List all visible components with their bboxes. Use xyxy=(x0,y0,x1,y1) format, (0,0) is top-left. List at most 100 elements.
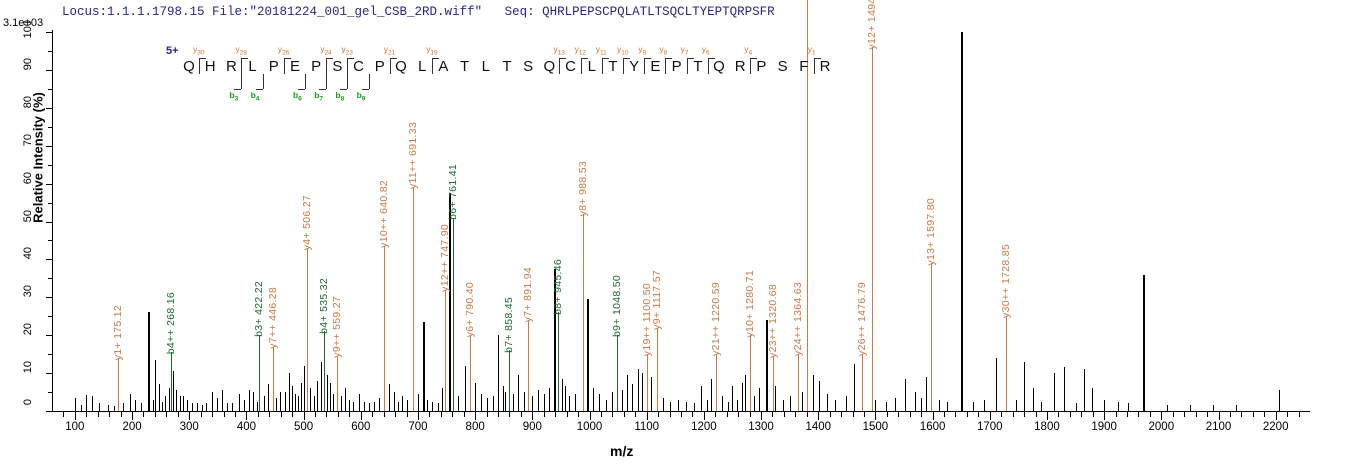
y-ion-tail xyxy=(559,58,567,59)
x-axis-tick xyxy=(1046,412,1048,420)
spectrum-peak xyxy=(129,393,131,411)
x-axis-tick-label: 1200 xyxy=(691,421,717,433)
spectrum-peak xyxy=(1189,405,1191,411)
spectrum-peak xyxy=(569,395,571,411)
y-ion-tail xyxy=(432,58,440,59)
y-ion-marker xyxy=(389,58,391,74)
y-axis-minor-tick xyxy=(48,50,52,52)
x-axis-minor-tick xyxy=(726,412,728,417)
spectrum-peak xyxy=(961,32,964,411)
spectrum-peak xyxy=(562,378,564,411)
spectrum-peak xyxy=(364,401,366,411)
spectrum-peak xyxy=(925,376,927,411)
spectrum-peak xyxy=(238,393,240,411)
x-axis-minor-tick xyxy=(692,412,694,417)
spectrum-peak xyxy=(397,401,399,411)
x-axis-tick xyxy=(360,412,362,420)
peak-label: y7+ 891.94 xyxy=(521,266,534,323)
spectrum-peak xyxy=(196,402,198,411)
spectrum-peak xyxy=(349,399,351,411)
y-ion-marker xyxy=(601,58,603,74)
y-ion-marker xyxy=(241,58,243,74)
y-axis-title: Relative Intensity (%) xyxy=(30,92,46,223)
spectrum-peak xyxy=(946,401,948,411)
x-axis-minor-tick xyxy=(1184,412,1186,417)
peak-label: b7+ 858.45 xyxy=(502,296,515,353)
y-ion-label: y4 xyxy=(744,44,753,57)
y-axis-minor-tick xyxy=(48,240,52,242)
y-ion-tail xyxy=(241,58,249,59)
peak-label: b8+ 945.46 xyxy=(552,258,565,315)
spectrum-peak xyxy=(353,401,355,411)
spectrum-peak xyxy=(1167,405,1169,411)
spectrum-peak xyxy=(592,388,594,411)
b-ion-tail xyxy=(319,89,327,90)
x-axis-minor-tick xyxy=(944,412,946,417)
x-axis-tick-label: 1100 xyxy=(634,421,660,433)
y-axis-tick-label: 10 xyxy=(22,361,34,374)
x-axis-minor-tick xyxy=(1264,412,1266,417)
y-ion-label: y23 xyxy=(341,44,353,57)
spectrum-peak xyxy=(457,395,459,411)
spectrum-peak xyxy=(320,361,322,411)
annotated-peak xyxy=(862,354,864,411)
spectrum-peak xyxy=(732,386,734,411)
intensity-scale-label: 3.1e+03 xyxy=(3,17,44,29)
x-axis-minor-tick xyxy=(886,412,888,417)
peak-label: y9++ 559.27 xyxy=(331,296,344,359)
spectrum-peak xyxy=(819,380,821,411)
spectrum-peak xyxy=(502,386,504,411)
spectrum-peak xyxy=(248,390,250,411)
spectrum-peak xyxy=(182,395,184,411)
y-ion-label: y24 xyxy=(320,44,332,57)
spectrum-peak xyxy=(765,320,768,411)
b-ion-tail xyxy=(340,89,348,90)
spectrum-peak xyxy=(201,405,203,411)
sequence-residue: T xyxy=(460,58,470,75)
x-axis-minor-tick xyxy=(234,412,236,417)
spectrum-peak xyxy=(379,397,381,411)
spectrum-peak xyxy=(288,373,290,411)
spectrum-peak xyxy=(754,395,756,411)
y-ion-tail xyxy=(644,58,652,59)
spectrum-peak xyxy=(359,393,361,411)
x-axis-minor-tick xyxy=(1127,412,1129,417)
spectrum-peak xyxy=(368,403,370,411)
spectrum-peak xyxy=(176,390,178,411)
y-axis-tick xyxy=(46,221,52,223)
spectrum-peak xyxy=(587,299,590,411)
peak-label: b4+ 535.32 xyxy=(317,277,330,334)
sequence-residue: E xyxy=(650,58,661,75)
x-axis-tick-label: 100 xyxy=(65,421,85,433)
y-axis-tick xyxy=(46,107,52,109)
spectrum-peak xyxy=(406,399,408,411)
x-axis-tick xyxy=(532,412,534,420)
spectrum-peak xyxy=(685,401,687,411)
spectrum-peak xyxy=(504,392,506,411)
x-axis-tick xyxy=(818,412,820,420)
y-axis-tick-label: 90 xyxy=(22,57,34,71)
x-axis-minor-tick xyxy=(452,412,454,417)
x-axis-tick xyxy=(989,412,991,420)
peak-label: y24++ 1364.63 xyxy=(792,282,804,357)
x-axis-minor-tick xyxy=(97,412,99,417)
spectrum-peak xyxy=(1091,388,1093,411)
spectrum-peak xyxy=(217,397,219,411)
spectrum-peak xyxy=(885,401,887,411)
annotated-peak xyxy=(656,327,658,411)
y-ion-marker xyxy=(432,58,434,74)
spectrum-peak xyxy=(543,393,545,411)
spectrum-peak xyxy=(1015,399,1017,411)
y-ion-label: y9 xyxy=(638,44,647,57)
y-ion-label: y6 xyxy=(701,44,710,57)
spectrum-peak xyxy=(449,193,452,411)
y-ion-marker xyxy=(347,58,349,74)
sequence-residue: P xyxy=(311,58,322,75)
sequence-residue: S xyxy=(777,58,788,75)
x-axis-minor-tick xyxy=(86,412,88,417)
sequence-residue: C xyxy=(565,58,577,75)
peak-label: y12++ 747.90 xyxy=(439,223,452,292)
spectrum-peak xyxy=(1104,399,1106,411)
spectrum-peak xyxy=(480,393,482,411)
